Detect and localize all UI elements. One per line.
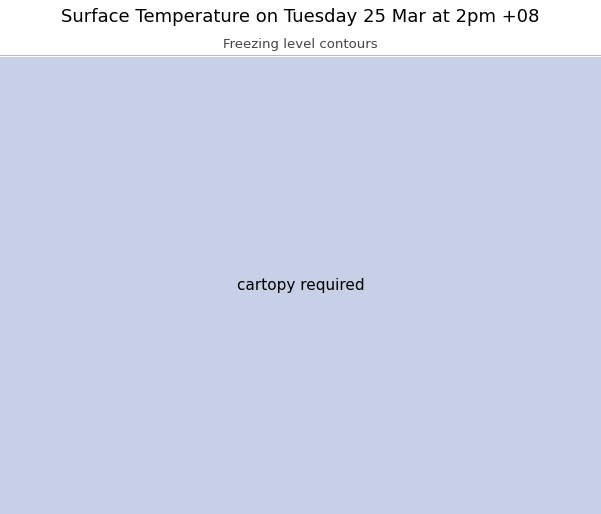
Text: Surface Temperature on Tuesday 25 Mar at 2pm +08: Surface Temperature on Tuesday 25 Mar at… [61, 8, 540, 26]
Text: Freezing level contours: Freezing level contours [223, 38, 378, 50]
Text: cartopy required: cartopy required [237, 278, 364, 293]
